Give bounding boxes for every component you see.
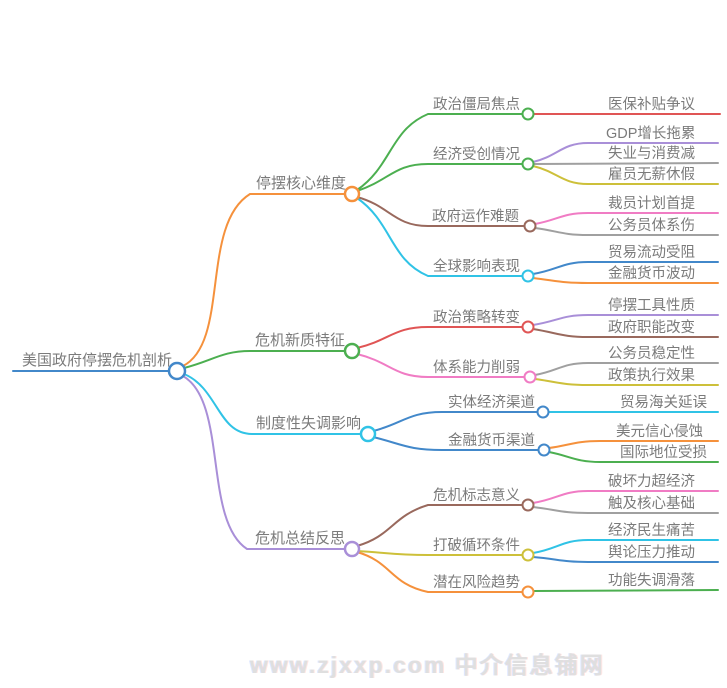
child0-1-node-circle[interactable] — [521, 157, 535, 171]
edge-leaf-公务员稳定性 — [534, 362, 719, 376]
edge-branch1-child1 — [356, 353, 526, 378]
leaf-node-label[interactable]: 政策执行效果 — [608, 368, 695, 384]
child1-1-node-label[interactable]: 体系能力削弱 — [433, 360, 520, 376]
edge-root-branch2 — [183, 373, 362, 435]
edge-branch3-child1 — [356, 550, 524, 556]
edge-branch0-child1 — [356, 163, 524, 192]
branch3-node-circle[interactable] — [343, 540, 361, 558]
child2-1-node-circle[interactable] — [537, 443, 551, 457]
leaf-node-label[interactable]: GDP增长拖累 — [606, 126, 696, 142]
edge-branch2-child0 — [372, 411, 539, 432]
leaf-node-label[interactable]: 国际地位受损 — [620, 445, 707, 461]
edge-branch0-child2 — [356, 196, 526, 227]
edge-leaf-裁员计划首提 — [534, 212, 719, 225]
branch1-node-label[interactable]: 危机新质特征 — [255, 332, 346, 349]
edge-leaf-金融货币波动 — [532, 277, 719, 284]
child0-2-node-circle[interactable] — [523, 219, 537, 233]
child3-2-node-circle[interactable] — [521, 585, 535, 599]
child0-2-node-label[interactable]: 政府运作难题 — [432, 209, 519, 225]
leaf-node-label[interactable]: 触及核心基础 — [608, 496, 695, 512]
leaf-node-label[interactable]: 功能失调滑落 — [608, 573, 695, 589]
root-node-circle[interactable] — [167, 361, 187, 381]
leaf-node-label[interactable]: 裁员计划首提 — [608, 196, 695, 212]
leaf-node-label[interactable]: 公务员稳定性 — [608, 346, 695, 362]
edge-root-branch0 — [182, 193, 346, 367]
edge-root-branch3 — [182, 375, 346, 550]
child0-3-node-circle[interactable] — [521, 269, 535, 283]
edge-leaf-破坏力超经济 — [532, 490, 719, 504]
branch0-node-label[interactable]: 停摆核心维度 — [256, 175, 347, 192]
edge-leaf-雇员无薪休假 — [532, 165, 719, 185]
child0-3-node-label[interactable]: 全球影响表现 — [433, 259, 520, 275]
edge-leaf-失业与消费减 — [533, 162, 719, 165]
edge-branch3-child2 — [356, 551, 524, 593]
edge-leaf-停摆工具性质 — [532, 314, 719, 326]
edge-leaf-国际地位受损 — [548, 451, 719, 463]
watermark-text: www.zjxxp.com 中介信息铺网 — [250, 652, 605, 678]
leaf-node-label[interactable]: 医保补贴争议 — [608, 97, 695, 113]
branch3-node-label[interactable]: 危机总结反思 — [255, 530, 346, 547]
edge-leaf-贸易流动受阻 — [532, 261, 719, 275]
edge-leaf-触及核心基础 — [532, 506, 719, 514]
leaf-node-label[interactable]: 经济民生痛苦 — [608, 523, 695, 539]
edge-leaf-功能失调滑落 — [532, 589, 719, 592]
leaf-node-label[interactable]: 失业与消费减 — [608, 146, 695, 162]
edge-branch0-child0 — [356, 113, 524, 191]
edge-branch0-child3 — [356, 197, 524, 277]
child1-0-node-label[interactable]: 政治策略转变 — [433, 310, 520, 326]
leaf-node-label[interactable]: 破坏力超经济 — [608, 474, 695, 490]
edge-leaf-政府职能改变 — [532, 328, 719, 338]
edge-branch1-child0 — [356, 326, 524, 349]
edge-leaf-政策执行效果 — [534, 378, 719, 386]
child3-0-node-circle[interactable] — [521, 498, 535, 512]
child3-1-node-label[interactable]: 打破循环条件 — [433, 538, 520, 554]
child2-0-node-label[interactable]: 实体经济渠道 — [448, 395, 535, 411]
branch2-node-circle[interactable] — [359, 425, 377, 443]
leaf-node-label[interactable]: 贸易海关延误 — [620, 395, 707, 411]
edge-branch2-child1 — [372, 436, 540, 451]
edge-branch3-child0 — [356, 504, 524, 547]
leaf-node-label[interactable]: 金融货币波动 — [608, 266, 695, 282]
edge-leaf-公务员体系伤 — [534, 227, 719, 236]
leaf-node-label[interactable]: 停摆工具性质 — [608, 298, 695, 314]
edge-leaf-GDP增长拖累 — [532, 142, 719, 163]
child2-1-node-label[interactable]: 金融货币渠道 — [448, 433, 535, 449]
edge-leaf-舆论压力推动 — [532, 556, 719, 563]
child1-1-node-circle[interactable] — [523, 370, 537, 384]
edge-root-branch1 — [183, 350, 346, 369]
leaf-node-label[interactable]: 贸易流动受阻 — [608, 245, 695, 261]
root-node-label[interactable]: 美国政府停摆危机剖析 — [22, 352, 173, 369]
child1-0-node-circle[interactable] — [521, 320, 535, 334]
leaf-node-label[interactable]: 公务员体系伤 — [608, 218, 695, 234]
branch0-node-circle[interactable] — [343, 185, 361, 203]
branch2-node-label[interactable]: 制度性失调影响 — [256, 415, 362, 432]
child0-0-node-circle[interactable] — [521, 107, 535, 121]
child3-1-node-circle[interactable] — [521, 548, 535, 562]
edge-leaf-经济民生痛苦 — [532, 539, 719, 554]
leaf-node-label[interactable]: 美元信心侵蚀 — [616, 424, 703, 440]
edge-leaf-美元信心侵蚀 — [548, 440, 719, 449]
child3-0-node-label[interactable]: 危机标志意义 — [433, 488, 520, 504]
child3-2-node-label[interactable]: 潜在风险趋势 — [433, 575, 520, 591]
child0-0-node-label[interactable]: 政治僵局焦点 — [433, 97, 520, 113]
child0-1-node-label[interactable]: 经济受创情况 — [433, 147, 520, 163]
child2-0-node-circle[interactable] — [536, 405, 550, 419]
branch1-node-circle[interactable] — [343, 342, 361, 360]
leaf-node-label[interactable]: 雇员无薪休假 — [608, 167, 695, 183]
leaf-node-label[interactable]: 舆论压力推动 — [608, 545, 695, 561]
leaf-node-label[interactable]: 政府职能改变 — [608, 320, 695, 336]
